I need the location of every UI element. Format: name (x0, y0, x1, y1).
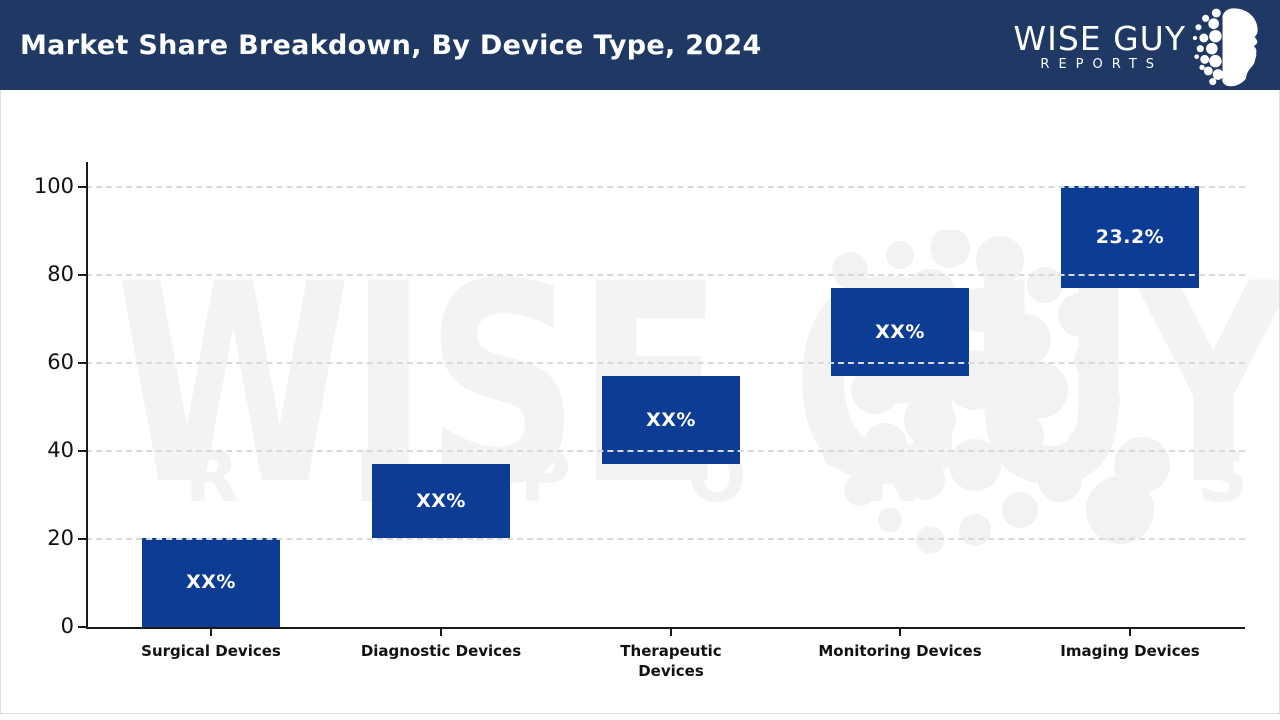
x-axis-category-label: Therapeutic Devices (620, 642, 722, 681)
gridline-60 (86, 362, 1245, 364)
bar-5: 23.2% (1061, 186, 1199, 289)
chart-area: WISE GUY R E P O R T S 020406080100XX%XX… (0, 90, 1280, 720)
x-axis-tick (1129, 629, 1131, 636)
bar-3: XX% (602, 376, 740, 465)
y-axis-tick-label: 60 (47, 350, 74, 374)
x-axis-category-label: Surgical Devices (141, 642, 281, 660)
bar-2: XX% (372, 464, 510, 538)
brand-name: WISE GUY (1013, 18, 1186, 58)
y-axis-tick (78, 538, 86, 540)
y-axis-line (86, 162, 88, 629)
bar-1: XX% (142, 537, 280, 627)
y-axis-tick (78, 626, 86, 628)
x-axis-category-label: Diagnostic Devices (360, 642, 522, 660)
x-axis-line (86, 627, 1245, 629)
y-axis-tick (78, 450, 86, 452)
gridline-40 (86, 450, 1245, 452)
gridline-20 (86, 538, 1245, 540)
bar-value-label: 23.2% (1095, 226, 1165, 249)
y-axis-tick-label: 80 (47, 262, 74, 286)
brand-subtitle: REPORTS (1040, 56, 1164, 72)
bar-value-label: XX% (416, 489, 466, 512)
bar-value-label: XX% (875, 321, 925, 344)
x-axis-category-label: Monitoring Devices (818, 642, 982, 660)
page-title: Market Share Breakdown, By Device Type, … (20, 29, 762, 61)
x-axis-tick (899, 629, 901, 636)
gridline-100 (86, 186, 1245, 188)
y-axis-tick-label: 100 (33, 174, 74, 198)
bar-4: XX% (831, 288, 969, 377)
brand-logo: WISE GUY REPORTS (1013, 6, 1266, 87)
y-axis-tick-label: 0 (60, 614, 74, 638)
header-bar: Market Share Breakdown, By Device Type, … (0, 0, 1280, 90)
x-axis-tick (670, 629, 672, 636)
x-axis-tick (440, 629, 442, 636)
y-axis-tick (78, 274, 86, 276)
x-axis-category-label: Imaging Devices (1060, 642, 1200, 660)
y-axis-tick-label: 20 (47, 526, 74, 550)
y-axis-tick (78, 362, 86, 364)
y-axis-tick-label: 40 (47, 438, 74, 462)
y-axis-tick (78, 186, 86, 188)
bar-value-label: XX% (186, 571, 236, 594)
x-axis-tick (210, 629, 212, 636)
logo-head-icon (1192, 8, 1258, 87)
brand-logo-text: WISE GUY REPORTS (1013, 22, 1186, 71)
gridline-80 (86, 274, 1245, 276)
bar-value-label: XX% (646, 409, 696, 432)
